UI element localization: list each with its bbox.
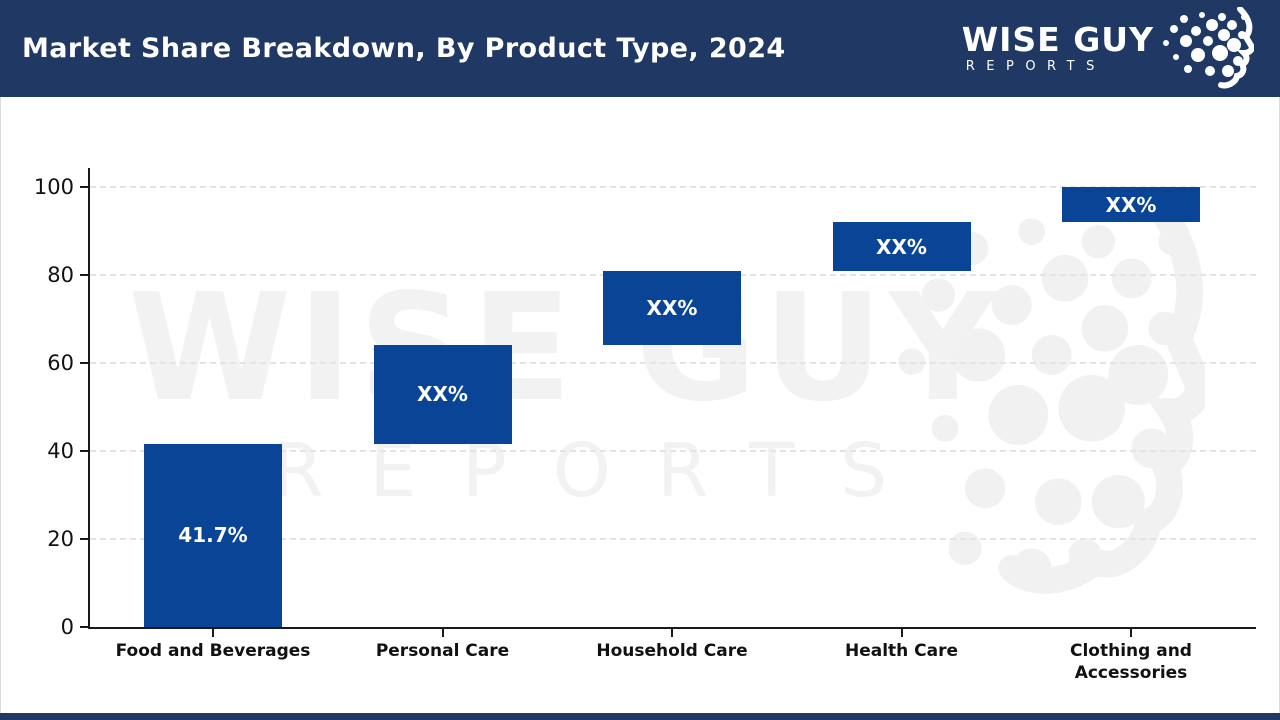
y-tick-label: 0 [60,615,74,639]
x-category-label: Clothing and Accessories [1070,641,1192,683]
bar-5 [1062,187,1200,223]
y-tick-40 [80,450,88,452]
x-tick [900,629,903,637]
bar-4 [832,222,971,272]
x-tick [212,629,214,637]
gridline-60 [90,362,1256,364]
x-category-label: Household Care [596,641,748,661]
x-category-label: Food and Beverages [115,641,311,661]
x-axis-line [88,627,1256,629]
y-tick-20 [80,538,88,540]
y-tick-label: 100 [33,175,74,199]
y-tick-label: 60 [47,351,74,375]
logo-name: WISE GUY [961,20,1154,59]
gridline-20 [90,538,1256,540]
x-tick [1130,629,1132,637]
y-tick-label: 40 [47,439,74,463]
y-tick-100 [80,186,88,188]
watermark-wise-guy: WISE GUY [128,262,1003,434]
footer-bar [0,713,1280,720]
y-axis-line [88,168,90,629]
bar-value-label: XX% [876,234,927,259]
y-tick-0 [80,626,88,628]
y-tick-80 [80,274,88,276]
dotted-face-profile-icon [1163,6,1254,88]
page-title: Market Share Breakdown, By Product Type,… [22,33,786,64]
y-tick-label: 80 [47,263,74,287]
wise-guy-logo: WISE GUY REPORTS [961,6,1254,91]
bar-value-label: XX% [646,295,698,320]
bar-value-label: 41.7% [178,523,248,548]
bar-2 [373,344,512,444]
x-category-label: Personal Care [375,641,510,661]
x-category-label: Health Care [844,641,959,661]
gridline-100 [90,186,1256,188]
logo-text: WISE GUY REPORTS [961,20,1154,75]
y-tick-60 [80,362,88,364]
x-tick [441,629,444,637]
bar-value-label: XX% [1105,192,1157,217]
gridline-40 [90,450,1256,452]
logo-subtitle: REPORTS [965,59,1106,74]
bar-3 [603,271,741,345]
watermark-reports: REPORTS [272,428,934,514]
x-tick [671,629,673,637]
bar-1 [144,443,282,627]
header: Market Share Breakdown, By Product Type,… [0,0,1280,97]
bar-value-label: XX% [417,382,468,407]
y-tick-label: 20 [47,527,74,551]
